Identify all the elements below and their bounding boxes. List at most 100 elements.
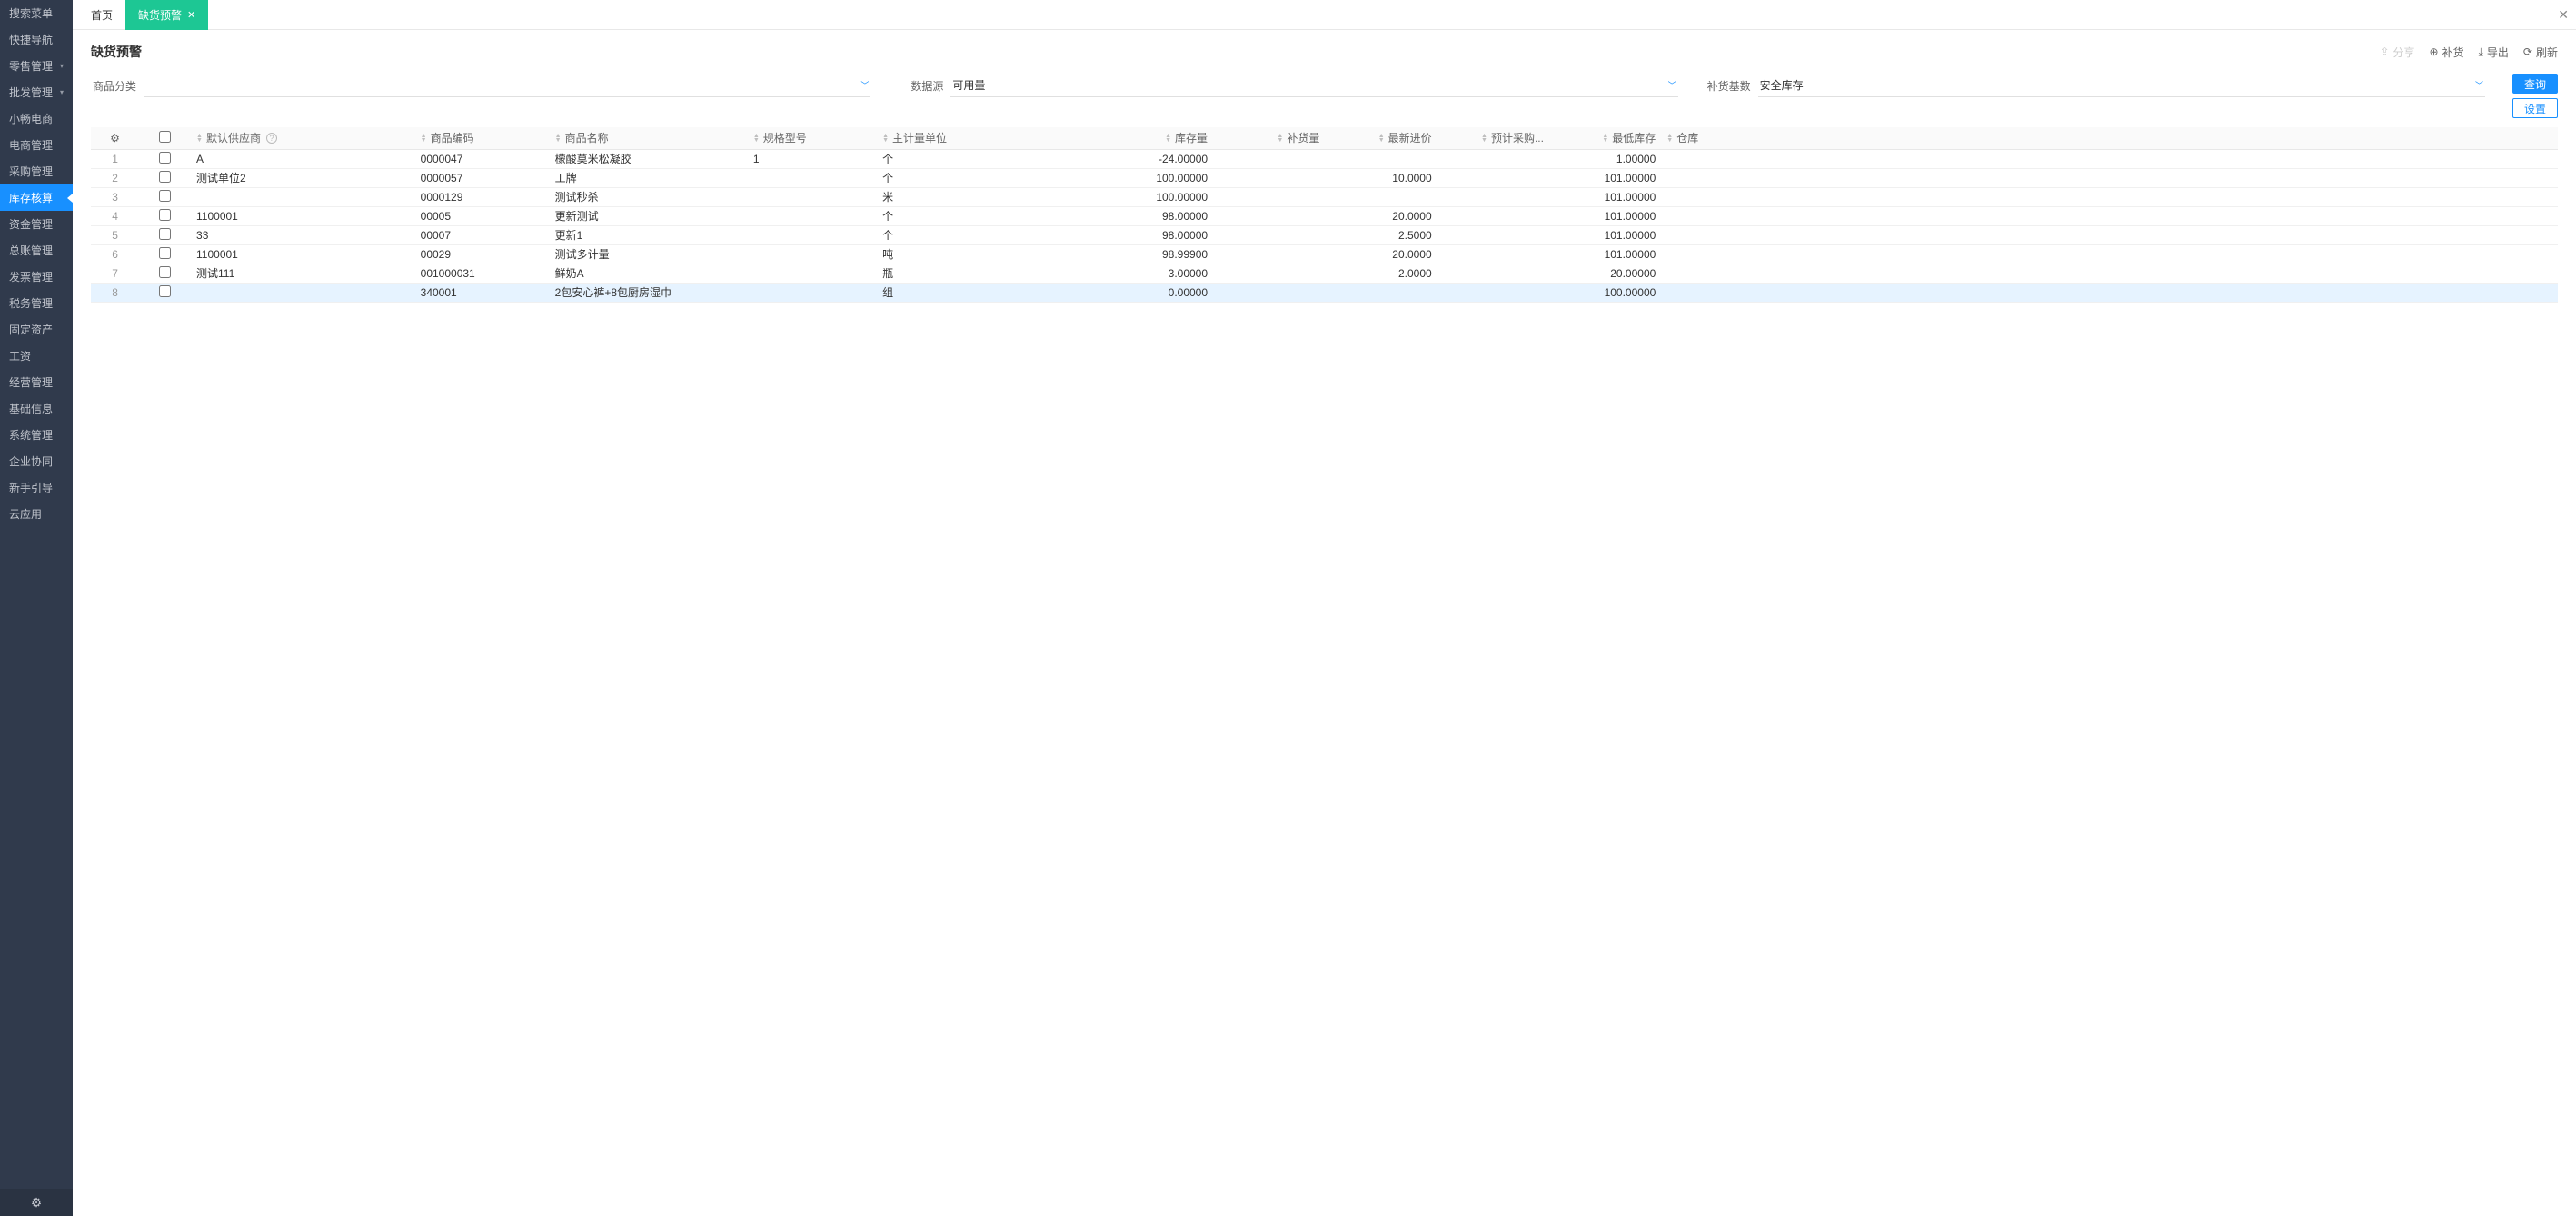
row-checkbox[interactable] <box>159 228 171 240</box>
sidebar-item[interactable]: 批发管理▾ <box>0 79 73 105</box>
sort-icon[interactable]: ▲▼ <box>1666 134 1673 143</box>
filter-basis: 补货基数 安全库存 ﹀ <box>1706 74 2485 97</box>
column-header[interactable]: ▲▼主计量单位 <box>877 127 1101 149</box>
row-checkbox-cell <box>139 187 191 206</box>
column-header[interactable]: ▲▼规格型号 <box>748 127 877 149</box>
sidebar-item[interactable]: 电商管理 <box>0 132 73 158</box>
sort-icon[interactable]: ▲▼ <box>1378 134 1385 143</box>
table-row[interactable]: 1A0000047檬酸莫米松凝胶1个-24.000001.00000 <box>91 149 2558 168</box>
query-button[interactable]: 查询 <box>2512 74 2558 94</box>
table-row[interactable]: 83400012包安心裤+8包厨房湿巾组0.00000100.00000 <box>91 283 2558 302</box>
table-row[interactable]: 30000129测试秒杀米100.00000101.00000 <box>91 187 2558 206</box>
sort-icon[interactable]: ▲▼ <box>1481 134 1487 143</box>
column-header[interactable]: ▲▼默认供应商? <box>191 127 415 149</box>
row-checkbox[interactable] <box>159 247 171 259</box>
filter-basis-value: 安全库存 <box>1760 77 1804 93</box>
sort-icon[interactable]: ▲▼ <box>1277 134 1283 143</box>
sidebar-item-label: 工资 <box>9 348 31 364</box>
cell-estimate <box>1437 244 1549 264</box>
sidebar-item[interactable]: 零售管理▾ <box>0 53 73 79</box>
cell-price: 2.0000 <box>1325 264 1437 283</box>
column-header[interactable]: ▲▼商品编码 <box>415 127 550 149</box>
sort-icon[interactable]: ▲▼ <box>1165 134 1171 143</box>
sidebar-item[interactable]: 税务管理 <box>0 290 73 316</box>
cell-stock: -24.00000 <box>1101 149 1213 168</box>
row-checkbox[interactable] <box>159 209 171 221</box>
row-checkbox[interactable] <box>159 266 171 278</box>
cell-spec <box>748 187 877 206</box>
export-action[interactable]: ⤓ 导出 <box>2479 45 2509 60</box>
cell-replenish <box>1213 264 1325 283</box>
row-checkbox-cell <box>139 225 191 244</box>
cell-warehouse <box>1661 283 2558 302</box>
cell-code: 0000129 <box>415 187 550 206</box>
row-checkbox[interactable] <box>159 171 171 183</box>
cell-supplier: A <box>191 149 415 168</box>
sidebar-settings[interactable]: ⚙ <box>0 1189 73 1216</box>
sidebar-item[interactable]: 新手引导 <box>0 474 73 501</box>
sidebar-item[interactable]: 基础信息 <box>0 395 73 422</box>
tabs-close-all[interactable]: ✕ <box>2558 7 2569 23</box>
filter-source-select[interactable]: 可用量 ﹀ <box>950 74 1677 97</box>
sort-icon[interactable]: ▲▼ <box>1602 134 1608 143</box>
column-header[interactable]: ▲▼补货量 <box>1213 127 1325 149</box>
column-header[interactable]: ▲▼库存量 <box>1101 127 1213 149</box>
sidebar-item[interactable]: 企业协同 <box>0 448 73 474</box>
sort-icon[interactable]: ▲▼ <box>555 134 562 143</box>
cell-replenish <box>1213 206 1325 225</box>
sidebar-item[interactable]: 系统管理 <box>0 422 73 448</box>
filter-category-select[interactable]: ﹀ <box>144 74 870 97</box>
row-checkbox[interactable] <box>159 285 171 297</box>
table-row[interactable]: 53300007更新1个98.000002.5000101.00000 <box>91 225 2558 244</box>
sidebar-item[interactable]: 工资 <box>0 343 73 369</box>
refresh-action[interactable]: ⟳ 刷新 <box>2523 45 2558 60</box>
table-row[interactable]: 7测试111001000031鲜奶A瓶3.000002.000020.00000 <box>91 264 2558 283</box>
sidebar-item[interactable]: 小畅电商 <box>0 105 73 132</box>
sidebar-item[interactable]: 发票管理 <box>0 264 73 290</box>
sidebar-item-label: 批发管理 <box>9 85 53 100</box>
sidebar-item[interactable]: 资金管理 <box>0 211 73 237</box>
replenish-action[interactable]: ⊕ 补货 <box>2430 45 2464 60</box>
row-checkbox[interactable] <box>159 190 171 202</box>
sort-icon[interactable]: ▲▼ <box>753 134 760 143</box>
column-header[interactable]: ▲▼仓库 <box>1661 127 2558 149</box>
sidebar-item-label: 库存核算 <box>9 190 53 205</box>
column-header[interactable]: ▲▼最新进价 <box>1325 127 1437 149</box>
table-row[interactable]: 4110000100005更新测试个98.0000020.0000101.000… <box>91 206 2558 225</box>
sidebar-item[interactable]: 库存核算 <box>0 184 73 211</box>
column-settings[interactable]: ⚙ <box>91 127 139 149</box>
cell-unit: 吨 <box>877 244 1101 264</box>
tabs-bar: 首页缺货预警✕ ✕ <box>73 0 2576 30</box>
cell-spec <box>748 206 877 225</box>
help-icon[interactable]: ? <box>266 133 277 144</box>
tab[interactable]: 首页 <box>78 0 125 30</box>
row-checkbox[interactable] <box>159 152 171 164</box>
sort-icon[interactable]: ▲▼ <box>882 134 889 143</box>
column-header[interactable]: ▲▼商品名称 <box>550 127 748 149</box>
column-header[interactable]: ▲▼预计采购... <box>1437 127 1549 149</box>
select-all-checkbox[interactable] <box>159 131 171 143</box>
sidebar-item[interactable]: 经营管理 <box>0 369 73 395</box>
sidebar-item[interactable]: 采购管理 <box>0 158 73 184</box>
sidebar-item[interactable]: 云应用 <box>0 501 73 527</box>
row-index: 2 <box>91 168 139 187</box>
cell-estimate <box>1437 225 1549 244</box>
sidebar-item[interactable]: 快捷导航 <box>0 26 73 53</box>
sidebar-item[interactable]: 固定资产 <box>0 316 73 343</box>
cell-price: 20.0000 <box>1325 244 1437 264</box>
sidebar-item[interactable]: 总账管理 <box>0 237 73 264</box>
settings-button[interactable]: 设置 <box>2512 98 2558 118</box>
tab[interactable]: 缺货预警✕ <box>125 0 208 30</box>
table-row[interactable]: 2测试单位20000057工牌个100.0000010.0000101.0000… <box>91 168 2558 187</box>
column-header[interactable]: ▲▼最低库存 <box>1549 127 1661 149</box>
share-action[interactable]: ⇪ 分享 <box>2380 45 2414 60</box>
sort-icon[interactable]: ▲▼ <box>196 134 203 143</box>
filter-basis-select[interactable]: 安全库存 ﹀ <box>1758 74 2485 97</box>
sidebar-item[interactable]: 搜索菜单 <box>0 0 73 26</box>
chevron-down-icon: ﹀ <box>1668 79 1676 91</box>
sort-icon[interactable]: ▲▼ <box>421 134 427 143</box>
cell-name: 2包安心裤+8包厨房湿巾 <box>550 283 748 302</box>
cell-price: 10.0000 <box>1325 168 1437 187</box>
table-row[interactable]: 6110000100029测试多计量吨98.9990020.0000101.00… <box>91 244 2558 264</box>
close-icon[interactable]: ✕ <box>187 9 195 21</box>
